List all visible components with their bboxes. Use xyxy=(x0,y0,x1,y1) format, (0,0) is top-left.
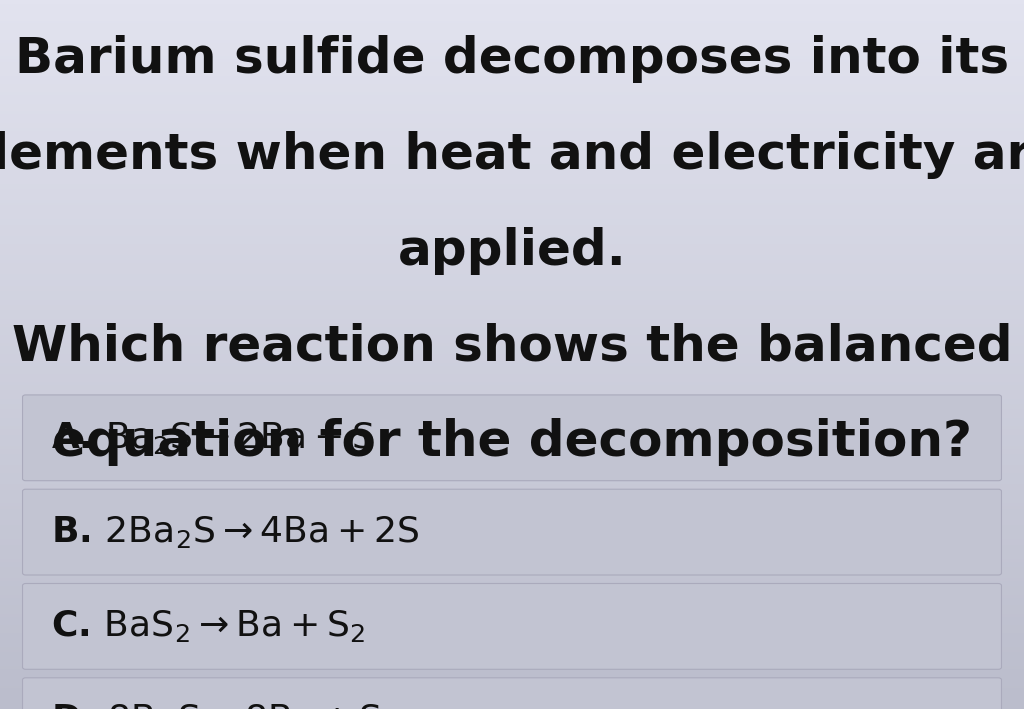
Text: Which reaction shows the balanced: Which reaction shows the balanced xyxy=(11,323,1013,371)
Text: D. $\mathrm{8BaS \rightarrow 8Ba + S_8}$: D. $\mathrm{8BaS \rightarrow 8Ba + S_8}$ xyxy=(51,703,398,709)
Text: applied.: applied. xyxy=(397,227,627,275)
Text: C. $\mathrm{BaS_2 \rightarrow Ba + S_2}$: C. $\mathrm{BaS_2 \rightarrow Ba + S_2}$ xyxy=(51,608,366,644)
FancyBboxPatch shape xyxy=(23,395,1001,481)
FancyBboxPatch shape xyxy=(23,489,1001,575)
Text: elements when heat and electricity are: elements when heat and electricity are xyxy=(0,131,1024,179)
Text: A. $\mathrm{Ba_2S \rightarrow 2Ba + S}$: A. $\mathrm{Ba_2S \rightarrow 2Ba + S}$ xyxy=(51,420,374,456)
FancyBboxPatch shape xyxy=(23,584,1001,669)
Text: equation for the decomposition?: equation for the decomposition? xyxy=(52,418,972,467)
Text: Barium sulfide decomposes into its: Barium sulfide decomposes into its xyxy=(15,35,1009,84)
Text: B. $\mathrm{2Ba_2S \rightarrow 4Ba + 2S}$: B. $\mathrm{2Ba_2S \rightarrow 4Ba + 2S}… xyxy=(51,514,420,550)
FancyBboxPatch shape xyxy=(23,678,1001,709)
